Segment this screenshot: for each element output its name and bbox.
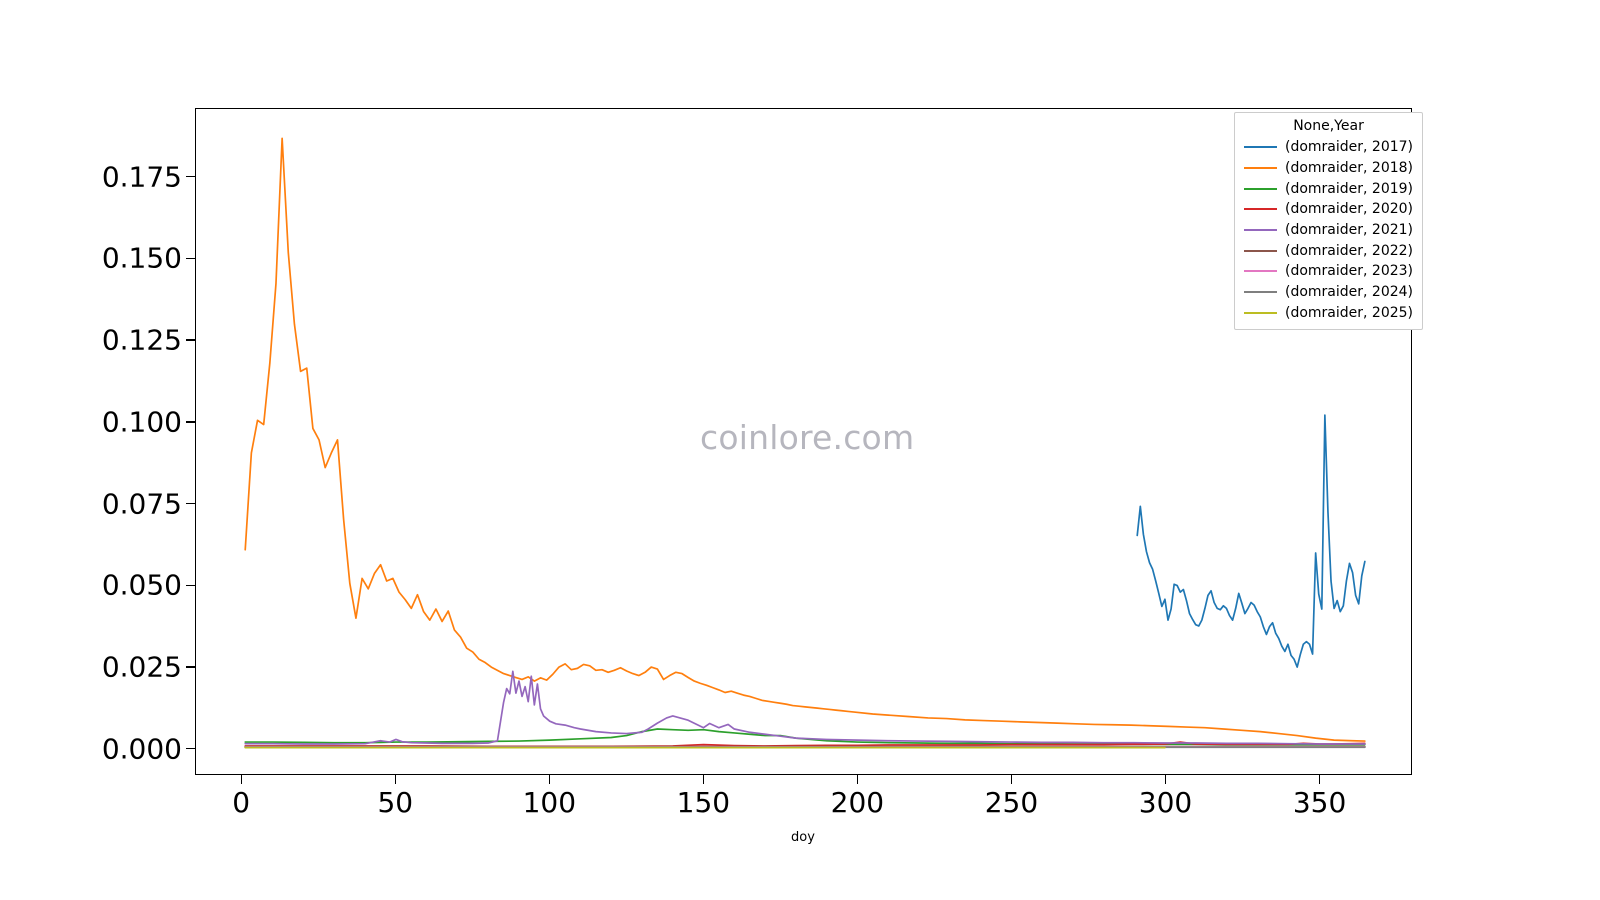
- chart-lines: [244, 137, 1366, 749]
- legend-item-label: (domraider, 2025): [1285, 304, 1414, 321]
- legend-item-label: (domraider, 2023): [1285, 263, 1414, 280]
- y-tick-mark: [186, 421, 195, 423]
- y-tick-label: 0.000: [101, 732, 182, 766]
- x-tick-label: 0: [232, 786, 251, 819]
- legend-item-label: (domraider, 2018): [1285, 160, 1414, 177]
- legend-item-label: (domraider, 2017): [1285, 139, 1414, 156]
- x-tick-label: 50: [377, 786, 414, 819]
- series-line: [1136, 414, 1366, 668]
- x-tick-label: 150: [676, 786, 731, 819]
- x-tick-mark: [1164, 775, 1167, 784]
- y-tick-label: 0.175: [101, 160, 182, 194]
- x-tick-label: 300: [1138, 786, 1193, 819]
- legend-color-swatch: [1244, 229, 1277, 232]
- y-tick-mark: [186, 257, 195, 260]
- x-tick-mark: [1010, 775, 1013, 784]
- x-tick-mark: [394, 775, 396, 784]
- y-tick-mark: [186, 584, 195, 586]
- x-tick-mark: [548, 775, 550, 784]
- legend-color-swatch: [1244, 311, 1277, 314]
- y-axis-tick-labels: 0.000 0.025 0.050 0.075 0.100 0.125 0.150 0.175: [0, 0, 182, 900]
- legend-item: (domraider, 2019): [1244, 178, 1413, 199]
- x-tick-mark: [1318, 775, 1321, 784]
- legend-item: (domraider, 2017): [1244, 137, 1413, 158]
- x-tick-label: 200: [830, 786, 885, 819]
- legend-color-swatch: [1244, 167, 1277, 170]
- plot-area: [195, 108, 1412, 775]
- legend-color-swatch: [1244, 249, 1277, 252]
- x-tick-label: 100: [522, 786, 577, 819]
- y-tick-mark: [186, 666, 195, 668]
- x-tick-mark: [702, 775, 704, 784]
- y-tick-mark: [186, 339, 195, 341]
- y-tick-label: 0.100: [101, 405, 182, 439]
- legend-title: None,Year: [1293, 118, 1364, 134]
- legend-item: (domraider, 2022): [1244, 240, 1413, 261]
- y-tick-label: 0.125: [101, 323, 182, 357]
- series-line: [244, 670, 1366, 745]
- legend-color-swatch: [1244, 270, 1277, 273]
- x-tick-label: 250: [984, 786, 1039, 819]
- legend-color-swatch: [1244, 208, 1277, 211]
- legend-item: (domraider, 2023): [1244, 261, 1413, 282]
- legend-item-label: (domraider, 2024): [1285, 284, 1414, 301]
- y-tick-mark: [186, 502, 195, 505]
- legend-item-label: (domraider, 2020): [1285, 201, 1414, 218]
- legend-item: (domraider, 2025): [1244, 303, 1413, 324]
- y-tick-mark: [186, 176, 195, 178]
- y-tick-label: 0.150: [101, 241, 182, 275]
- y-tick-label: 0.025: [101, 650, 182, 684]
- series-line: [244, 137, 1366, 742]
- y-tick-mark: [186, 748, 195, 750]
- legend-color-swatch: [1244, 187, 1277, 190]
- chart-legend: None,Year (domraider, 2017) (domraider, 2…: [1234, 112, 1424, 331]
- legend-item: (domraider, 2024): [1244, 282, 1413, 303]
- x-tick-label: 350: [1292, 786, 1347, 819]
- y-tick-label: 0.075: [101, 487, 182, 521]
- legend-item-label: (domraider, 2022): [1285, 242, 1414, 259]
- legend-item-label: (domraider, 2019): [1285, 180, 1414, 197]
- x-tick-mark: [856, 775, 859, 784]
- legend-item: (domraider, 2021): [1244, 220, 1413, 241]
- legend-entries: (domraider, 2017) (domraider, 2018) (domra…: [1244, 137, 1413, 323]
- x-axis-label: doy: [791, 830, 815, 845]
- legend-color-swatch: [1244, 291, 1277, 294]
- x-tick-mark: [240, 775, 242, 784]
- y-tick-label: 0.050: [101, 568, 182, 602]
- legend-item: (domraider, 2020): [1244, 199, 1413, 220]
- legend-color-swatch: [1244, 146, 1277, 149]
- legend-item: (domraider, 2018): [1244, 158, 1413, 179]
- legend-item-label: (domraider, 2021): [1285, 222, 1414, 239]
